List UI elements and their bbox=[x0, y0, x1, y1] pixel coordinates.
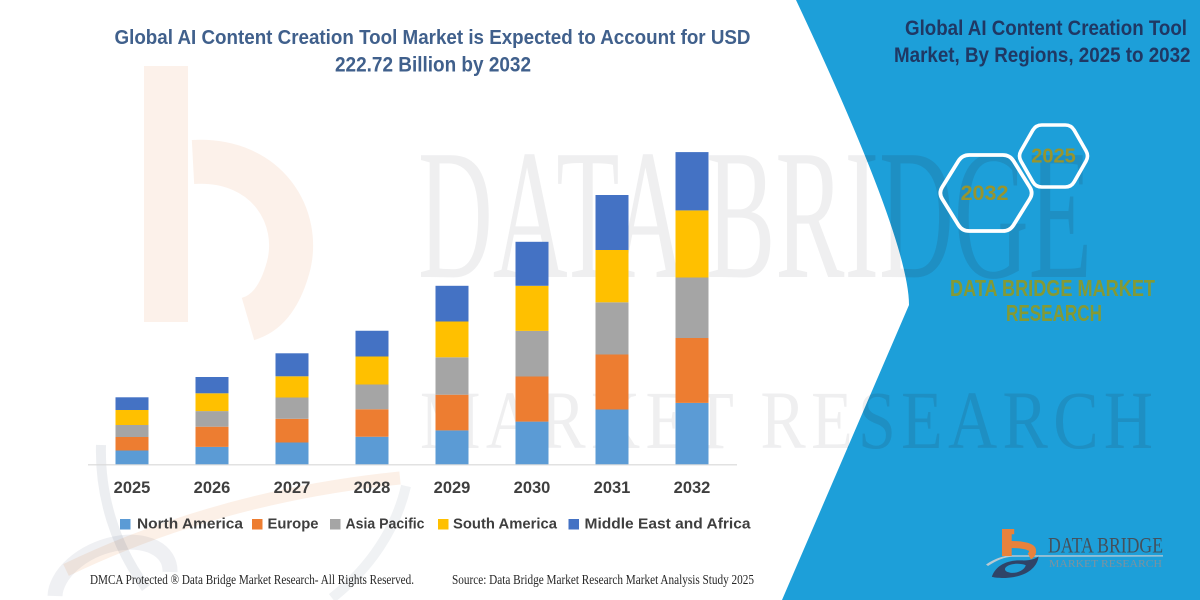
svg-text:Middle East and Africa: Middle East and Africa bbox=[585, 516, 752, 533]
svg-text:2029: 2029 bbox=[434, 479, 471, 497]
svg-text:2025: 2025 bbox=[114, 479, 151, 497]
svg-text:2025: 2025 bbox=[1031, 146, 1076, 168]
svg-text:Source: Data Bridge Market Res: Source: Data Bridge Market Research Mark… bbox=[452, 572, 754, 587]
svg-text:2027: 2027 bbox=[274, 479, 311, 497]
svg-text:222.72 Billion by 2032: 222.72 Billion by 2032 bbox=[335, 54, 531, 77]
svg-text:Market, By Regions, 2025 to 20: Market, By Regions, 2025 to 2032 bbox=[894, 44, 1191, 67]
svg-text:Global AI Content Creation Too: Global AI Content Creation Tool bbox=[905, 17, 1187, 40]
svg-text:RESEARCH: RESEARCH bbox=[1006, 300, 1102, 326]
svg-text:Europe: Europe bbox=[268, 516, 319, 533]
svg-text:DATA BRIDGE: DATA BRIDGE bbox=[1048, 533, 1163, 558]
svg-text:2030: 2030 bbox=[514, 479, 551, 497]
svg-text:DMCA Protected ® Data Bridge M: DMCA Protected ® Data Bridge Market Rese… bbox=[90, 572, 414, 587]
svg-text:2031: 2031 bbox=[594, 479, 631, 497]
svg-text:2028: 2028 bbox=[354, 479, 391, 497]
svg-text:MARKET RESEARCH: MARKET RESEARCH bbox=[1049, 559, 1162, 570]
svg-text:South America: South America bbox=[453, 516, 558, 533]
svg-text:2032: 2032 bbox=[674, 479, 711, 497]
svg-text:2026: 2026 bbox=[194, 479, 231, 497]
svg-text:2032: 2032 bbox=[961, 181, 1009, 205]
svg-text:Asia Pacific: Asia Pacific bbox=[346, 516, 425, 533]
svg-text:DATA BRIDGE MARKET: DATA BRIDGE MARKET bbox=[950, 275, 1155, 301]
svg-text:Global AI Content Creation Too: Global AI Content Creation Tool Market i… bbox=[115, 27, 751, 49]
svg-text:North America: North America bbox=[137, 516, 244, 533]
